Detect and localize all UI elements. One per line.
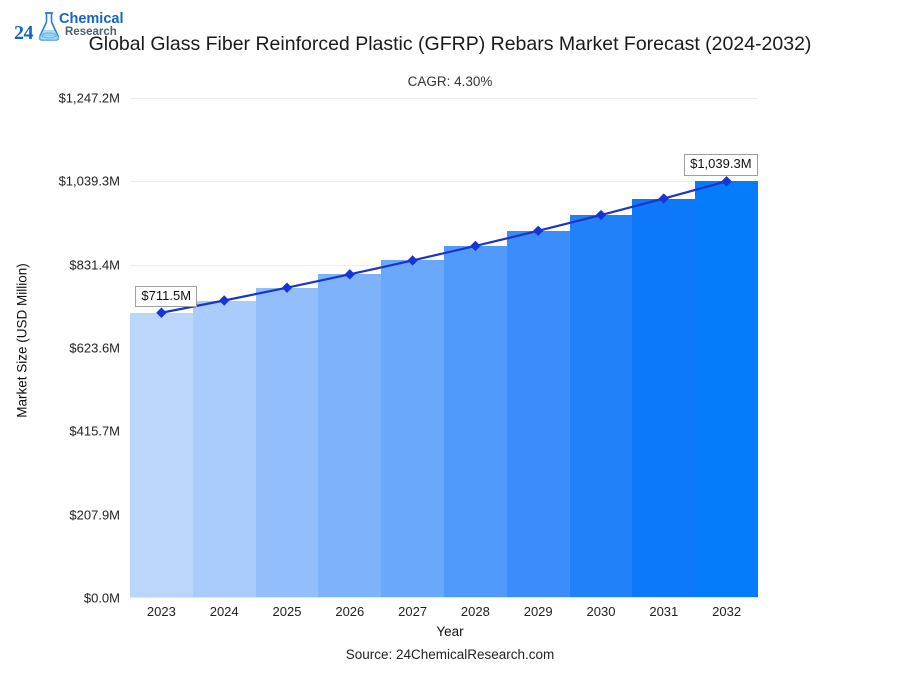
x-axis-title: Year [436,624,464,639]
x-axis-ticks: 2023 2024 2025 2026 2027 2028 2029 2030 2031 2032 [130,0,758,680]
x-axis-tick-label: 2023 [146,604,176,619]
bar [192,300,256,598]
data-label: $1,039.3M [684,154,758,176]
bar [255,287,319,598]
trend-line-path [161,180,727,314]
y-axis-tick-label: $1,247.2M [58,90,120,106]
grid-line [130,98,758,99]
trend-line-series [156,176,732,318]
bar [444,245,507,598]
trend-line-markers [156,176,732,318]
cagr-subtitle: CAGR: 4.30% [407,74,493,89]
page-title: Global Glass Fiber Reinforced Plastic (G… [88,33,812,55]
y-axis-tick-label: $415.7M [69,423,120,439]
logo-text-chemical: Chemical [59,11,124,27]
data-point-marker [407,255,418,266]
x-axis-tick-label: 2032 [712,604,742,619]
x-axis-tick-label: 2024 [209,604,239,619]
x-axis-tick-label: 2025 [272,604,302,619]
y-axis-ticks: $0.0M $207.9M $415.7M $623.6M $831.4M $1,039.… [0,91,120,606]
x-axis-tick-label: 2030 [586,604,616,619]
data-point-marker [658,193,669,204]
x-axis-tick-label: 2031 [649,604,679,619]
y-axis-tick-label: $623.6M [69,340,120,356]
x-axis-tick-label: 2029 [523,604,553,619]
y-axis-tick-label: $0.0M [83,590,120,606]
bar [632,198,696,598]
data-point-marker [219,295,230,306]
data-point-marker [470,240,481,252]
bar [318,274,382,598]
data-label: $711.5M [135,285,198,308]
bar [506,230,570,598]
x-axis-tick-label: 2028 [460,604,490,619]
chart-plot-area: $711.5M $1,039.3M [130,98,758,598]
y-axis-tick-label: $831.4M [69,257,120,273]
grid-line [130,181,758,183]
data-point-marker [344,269,355,280]
bar [569,215,633,598]
x-axis-tick-label: 2026 [335,604,365,619]
data-point-marker [595,209,607,221]
y-axis-tick-label: $207.9M [69,507,120,523]
y-axis-title: Market Size (USD Million) [14,263,30,418]
bar [695,181,758,598]
logo-number: 24 [14,22,34,44]
data-point-marker [281,282,293,293]
y-axis-tick-label: $1,039.3M [58,173,120,189]
flask-icon [38,12,60,41]
brand-logo: 24 Chemical Research [14,10,129,46]
x-axis-tick-label: 2027 [398,604,428,619]
data-point-marker [721,176,732,187]
x-axis-baseline [130,597,758,598]
bar [130,312,193,598]
logo-text-research: Research [65,26,117,38]
source-caption: Source: 24ChemicalResearch.com [345,647,555,662]
data-point-marker [156,307,167,318]
bar [381,260,444,598]
